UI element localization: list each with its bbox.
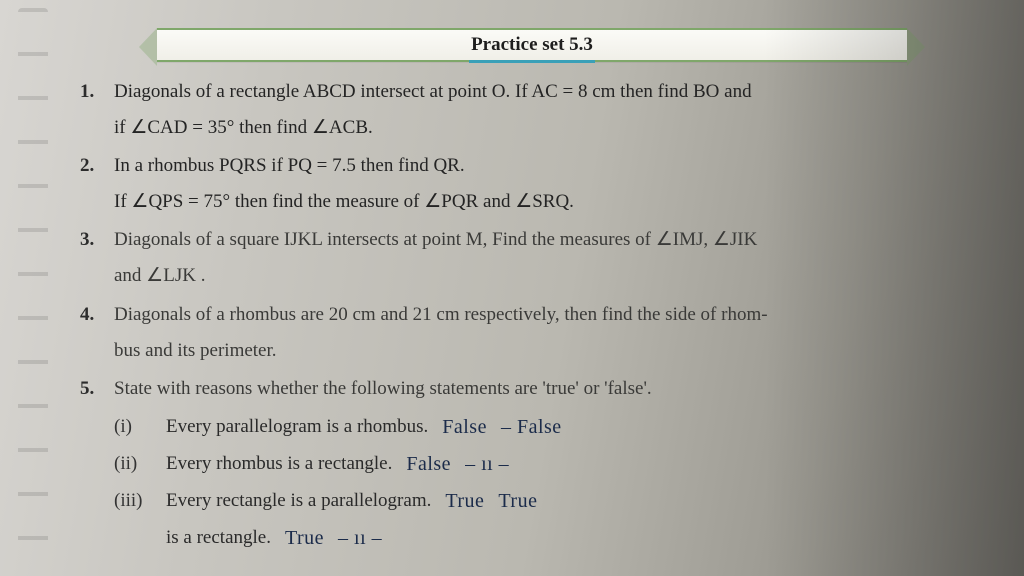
sub-text: Every parallelogram is a rhombus. — [166, 409, 428, 446]
question-number: 4. — [80, 297, 104, 369]
sub-number — [114, 520, 158, 557]
practice-set-ribbon: Practice set 5.3 — [157, 28, 907, 62]
sub-number: (i) — [114, 409, 158, 446]
sub-text: Every rhombus is a rectangle. — [166, 446, 392, 483]
handwritten-answer: False — [406, 446, 451, 483]
sub-question-4: is a rectangle. True – ıı – — [114, 520, 984, 557]
question-text: Diagonals of a rectangle ABCD intersect … — [114, 74, 984, 146]
handwritten-answer: True — [445, 483, 484, 520]
question-text: Diagonals of a rhombus are 20 cm and 21 … — [114, 297, 984, 369]
question-number: 3. — [80, 222, 104, 294]
question-text: Diagonals of a square IJKL intersects at… — [114, 222, 984, 294]
question-line: bus and its perimeter. — [114, 340, 277, 361]
question-number: 1. — [80, 74, 104, 146]
question-line: Diagonals of a square IJKL intersects at… — [114, 229, 757, 250]
question-line: In a rhombus PQRS if PQ = 7.5 then find … — [114, 155, 465, 176]
sub-text: Every rectangle is a parallelogram. — [166, 483, 431, 520]
sub-question-1: (i) Every parallelogram is a rhombus. Fa… — [114, 409, 984, 446]
sub-question-3: (iii) Every rectangle is a parallelogram… — [114, 483, 984, 520]
question-line: State with reasons whether the following… — [114, 378, 652, 399]
question-4: 4. Diagonals of a rhombus are 20 cm and … — [80, 297, 984, 369]
question-2: 2. In a rhombus PQRS if PQ = 7.5 then fi… — [80, 148, 984, 220]
question-line: Diagonals of a rhombus are 20 cm and 21 … — [114, 304, 768, 325]
question-text: State with reasons whether the following… — [114, 371, 984, 407]
handwritten-answer: False — [442, 409, 487, 446]
handwritten-answer: – False — [501, 409, 562, 446]
question-5: 5. State with reasons whether the follow… — [80, 371, 984, 407]
handwritten-answer: – ıı – — [338, 520, 382, 557]
sub-number: (iii) — [114, 483, 158, 520]
sub-question-2: (ii) Every rhombus is a rectangle. False… — [114, 446, 984, 483]
handwritten-answer: True — [285, 520, 324, 557]
question-line: if ∠CAD = 35° then find ∠ACB. — [114, 117, 373, 138]
sub-number: (ii) — [114, 446, 158, 483]
sub-question-list: (i) Every parallelogram is a rhombus. Fa… — [114, 409, 984, 557]
question-line: and ∠LJK . — [114, 265, 205, 286]
handwritten-answer: True — [498, 483, 537, 520]
question-1: 1. Diagonals of a rectangle ABCD interse… — [80, 74, 984, 146]
question-list: 1. Diagonals of a rectangle ABCD interse… — [80, 74, 984, 407]
question-number: 2. — [80, 148, 104, 220]
question-3: 3. Diagonals of a square IJKL intersects… — [80, 222, 984, 294]
handwritten-answer: – ıı – — [465, 446, 509, 483]
practice-set-title: Practice set 5.3 — [469, 30, 595, 63]
question-line: Diagonals of a rectangle ABCD intersect … — [114, 81, 752, 102]
question-text: In a rhombus PQRS if PQ = 7.5 then find … — [114, 148, 984, 220]
sub-text: is a rectangle. — [166, 520, 271, 557]
page-content: Practice set 5.3 1. Diagonals of a recta… — [60, 10, 1014, 576]
question-number: 5. — [80, 371, 104, 407]
page-spiral-binding — [18, 8, 48, 576]
question-line: If ∠QPS = 75° then find the measure of ∠… — [114, 191, 574, 212]
